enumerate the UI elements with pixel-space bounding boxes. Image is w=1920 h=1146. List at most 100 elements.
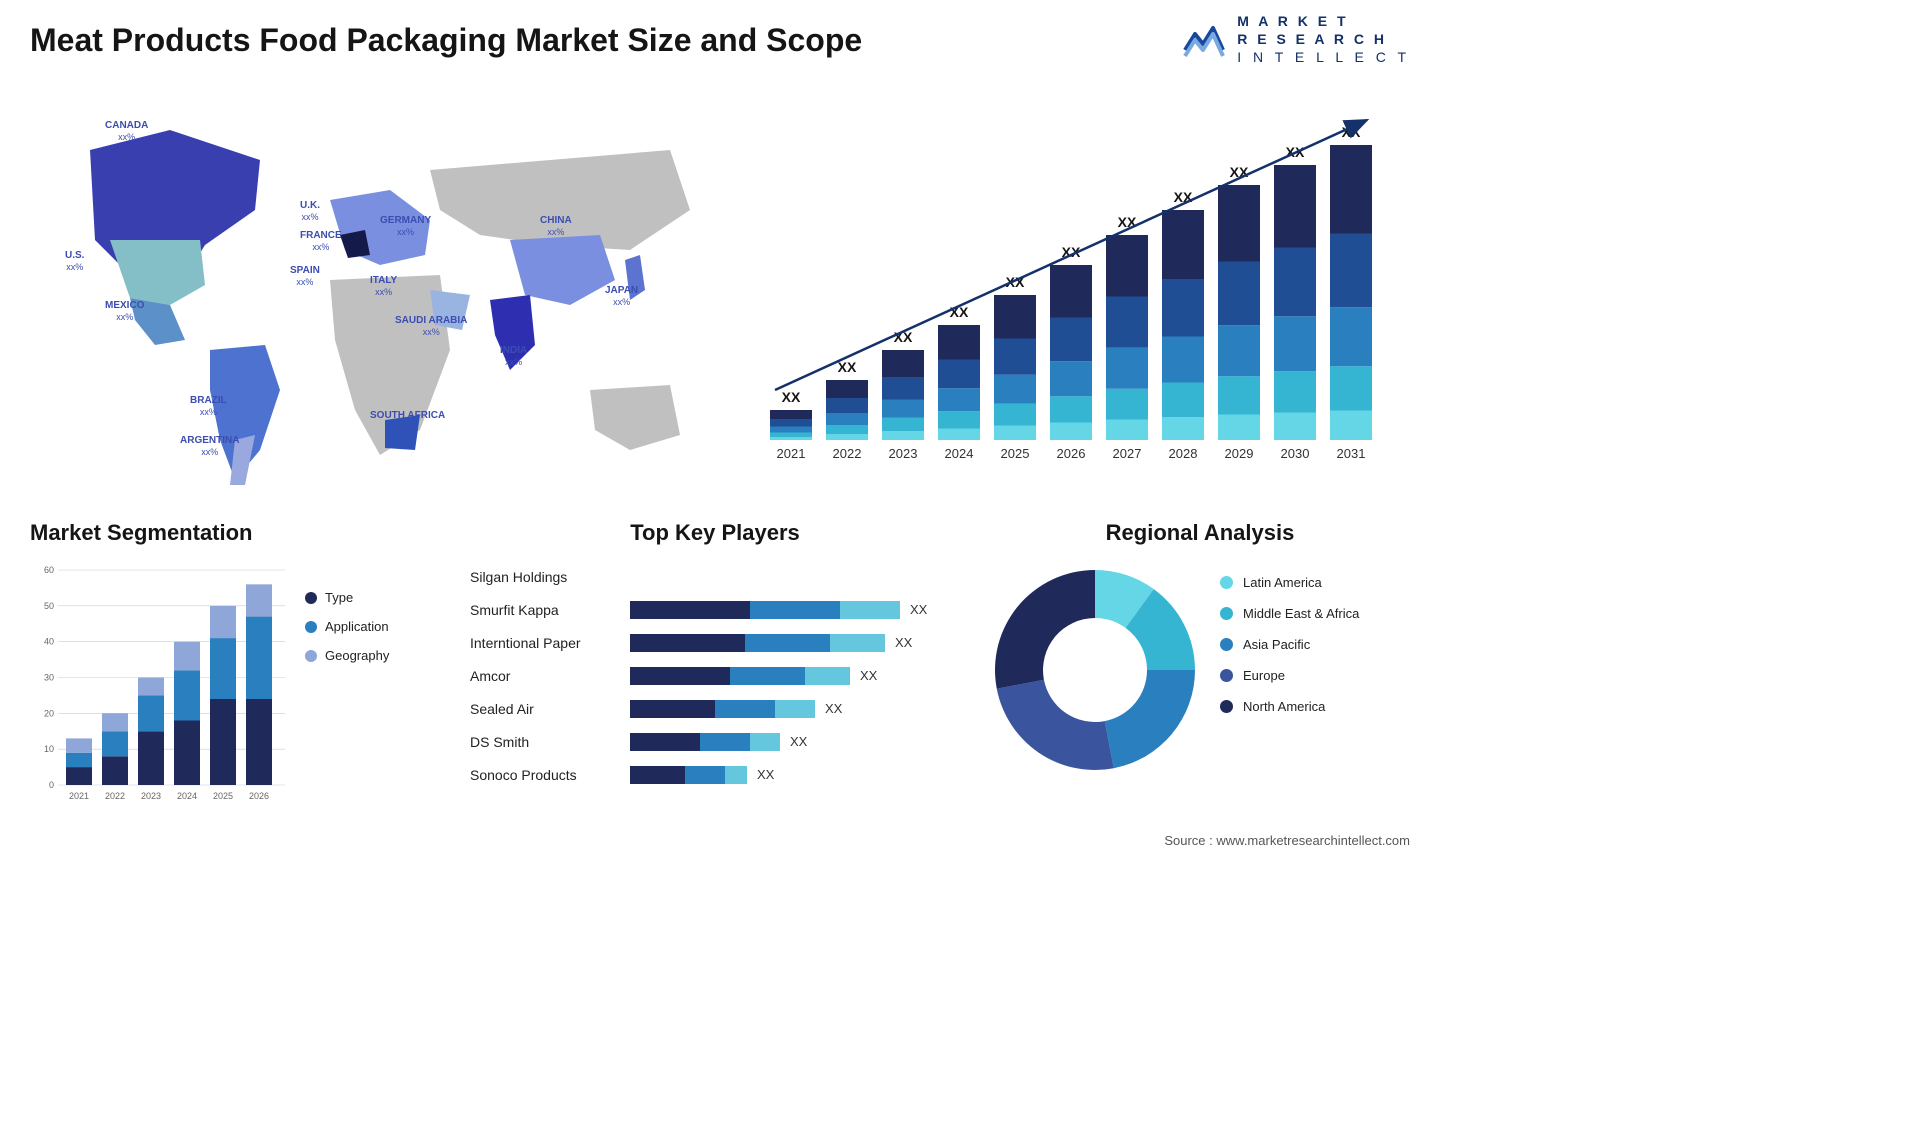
player-name: DS Smith <box>470 734 630 750</box>
main-bar-seg <box>1106 420 1148 441</box>
map-label-south-africa: SOUTH AFRICAxx% <box>370 410 445 434</box>
svg-text:60: 60 <box>44 565 54 575</box>
source-text: Source : www.marketresearchintellect.com <box>1164 833 1410 848</box>
seg-bar <box>138 695 164 731</box>
player-name: Silgan Holdings <box>470 569 630 585</box>
main-bar-seg <box>994 375 1036 404</box>
main-bar-seg <box>1050 396 1092 422</box>
main-bar-seg <box>1274 413 1316 441</box>
svg-text:2024: 2024 <box>177 791 197 801</box>
player-row: DS SmithXX <box>470 725 927 758</box>
svg-text:2026: 2026 <box>249 791 269 801</box>
map-label-spain: SPAINxx% <box>290 265 320 289</box>
segmentation-legend: TypeApplicationGeography <box>305 590 389 677</box>
player-bar-seg <box>730 667 805 685</box>
player-name: Sonoco Products <box>470 767 630 783</box>
seg-bar <box>66 738 92 752</box>
main-bar-year: 2023 <box>889 446 918 461</box>
player-bar-seg <box>750 733 780 751</box>
map-label-italy: ITALYxx% <box>370 275 397 299</box>
seg-bar <box>174 642 200 671</box>
regional-legend: Latin AmericaMiddle East & AfricaAsia Pa… <box>1220 575 1359 730</box>
player-bar-seg <box>630 667 730 685</box>
main-bar-value: XX <box>782 389 801 405</box>
player-row: Amcor XX <box>470 659 927 692</box>
main-bar-year: 2027 <box>1113 446 1142 461</box>
world-map: CANADAxx%U.S.xx%MEXICOxx%BRAZILxx%ARGENT… <box>30 90 710 490</box>
main-bar-seg <box>1218 325 1260 376</box>
player-bar-seg <box>775 700 815 718</box>
main-bar-seg <box>1274 316 1316 371</box>
main-bar-seg <box>1050 423 1092 441</box>
logo-line2: R E S E A R C H <box>1237 30 1410 48</box>
map-region-usa-mid <box>110 240 205 305</box>
main-bar-seg <box>1106 235 1148 297</box>
main-bar-seg <box>994 339 1036 375</box>
player-bar-seg <box>630 766 685 784</box>
main-bar-seg <box>1218 185 1260 262</box>
seg-bar <box>66 767 92 785</box>
main-bar-seg <box>1050 265 1092 318</box>
map-label-u.s.: U.S.xx% <box>65 250 84 274</box>
seg-legend-item: Application <box>305 619 389 634</box>
main-bar-seg <box>1330 234 1372 308</box>
main-bar-seg <box>770 433 812 438</box>
map-region-france <box>340 230 370 258</box>
main-bar-seg <box>1050 318 1092 362</box>
main-bar-seg <box>1162 279 1204 337</box>
logo: M A R K E T R E S E A R C H I N T E L L … <box>1181 12 1410 67</box>
main-bar-seg <box>1330 411 1372 441</box>
main-bar-seg <box>938 388 980 411</box>
main-bar-year: 2028 <box>1169 446 1198 461</box>
player-bar-seg <box>630 700 715 718</box>
main-bar-year: 2029 <box>1225 446 1254 461</box>
main-bar-seg <box>1330 366 1372 410</box>
player-value: XX <box>757 767 774 782</box>
player-value: XX <box>910 602 927 617</box>
main-bar-seg <box>938 325 980 360</box>
regional-header: Regional Analysis <box>990 520 1410 546</box>
svg-text:50: 50 <box>44 601 54 611</box>
main-bar-seg <box>770 437 812 440</box>
player-bar-seg <box>630 733 700 751</box>
key-players-section: Top Key Players Silgan HoldingsSmurfit K… <box>470 520 960 546</box>
map-label-canada: CANADAxx% <box>105 120 148 144</box>
main-bar-seg <box>1218 376 1260 414</box>
main-bar-year: 2026 <box>1057 446 1086 461</box>
player-row: Sealed AirXX <box>470 692 927 725</box>
main-bar-seg <box>770 419 812 427</box>
player-value: XX <box>860 668 877 683</box>
regional-legend-item: Europe <box>1220 668 1359 683</box>
player-bar-seg <box>830 634 885 652</box>
map-label-france: FRANCExx% <box>300 230 342 254</box>
player-name: Amcor <box>470 668 630 684</box>
seg-bar <box>246 617 272 699</box>
player-bar-seg <box>630 634 745 652</box>
player-row: Sonoco Products XX <box>470 758 927 791</box>
player-name: Smurfit Kappa <box>470 602 630 618</box>
player-row: Silgan Holdings <box>470 560 927 593</box>
main-bar-seg <box>1162 417 1204 440</box>
main-bar-seg <box>882 431 924 440</box>
svg-text:30: 30 <box>44 673 54 683</box>
main-bar-year: 2022 <box>833 446 862 461</box>
map-label-mexico: MEXICOxx% <box>105 300 144 324</box>
main-bar-seg <box>1050 361 1092 396</box>
main-bar-seg <box>1162 337 1204 383</box>
player-value: XX <box>895 635 912 650</box>
logo-line1: M A R K E T <box>1237 12 1410 30</box>
seg-bar <box>174 670 200 720</box>
regional-legend-item: North America <box>1220 699 1359 714</box>
player-bar-seg <box>700 733 750 751</box>
main-bar-seg <box>1106 389 1148 420</box>
player-bar-seg <box>685 766 725 784</box>
player-bar-seg <box>750 601 840 619</box>
map-label-china: CHINAxx% <box>540 215 572 239</box>
regional-legend-item: Latin America <box>1220 575 1359 590</box>
main-bar-value: XX <box>1118 214 1137 230</box>
main-bar-year: 2031 <box>1337 446 1366 461</box>
svg-text:0: 0 <box>49 780 54 790</box>
seg-bar <box>138 731 164 785</box>
svg-text:2025: 2025 <box>213 791 233 801</box>
main-bar-seg <box>938 411 980 428</box>
